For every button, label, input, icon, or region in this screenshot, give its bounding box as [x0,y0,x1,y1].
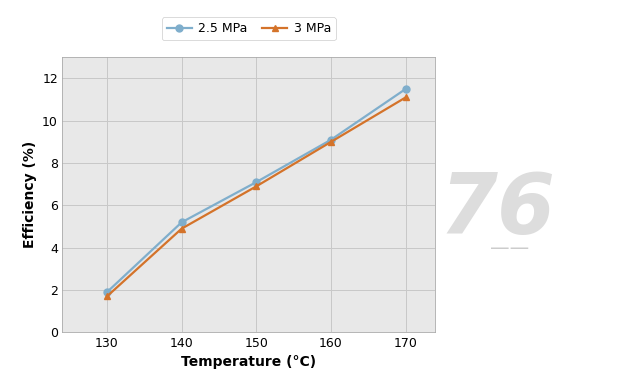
2.5 MPa [103,290,111,295]
Text: ——: —— [490,239,530,258]
3 MPa [327,140,335,144]
Text: 76: 76 [440,170,555,251]
Line: 3 MPa: 3 MPa [103,94,409,300]
3 MPa [402,95,409,100]
2.5 MPa [327,138,335,142]
2.5 MPa [402,87,409,91]
Legend: 2.5 MPa, 3 MPa: 2.5 MPa, 3 MPa [162,17,336,40]
X-axis label: Temperature (°C): Temperature (°C) [181,355,317,369]
3 MPa [103,294,111,299]
3 MPa [253,184,260,189]
Line: 2.5 MPa: 2.5 MPa [103,86,409,296]
Y-axis label: Efficiency (%): Efficiency (%) [22,141,37,248]
2.5 MPa [178,220,185,225]
3 MPa [178,227,185,231]
2.5 MPa [253,180,260,185]
